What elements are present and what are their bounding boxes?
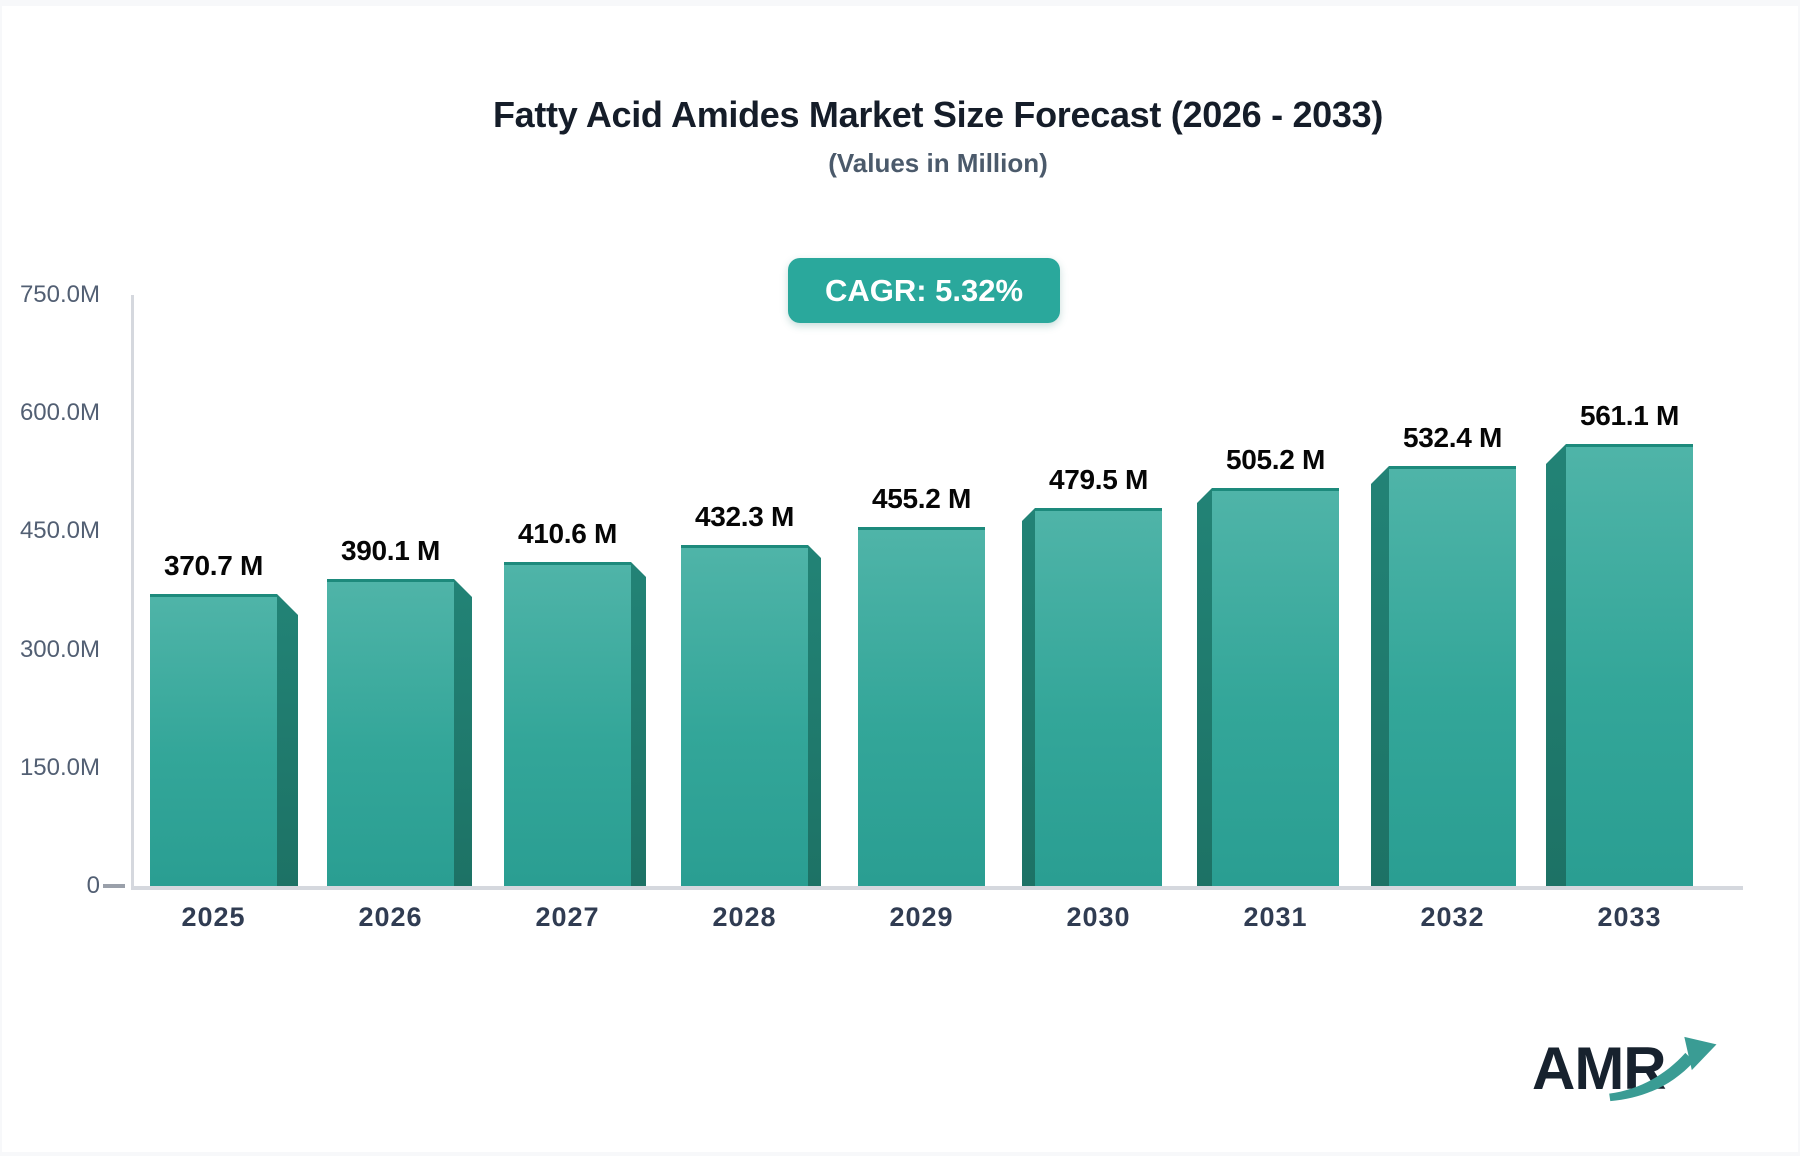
x-axis-category-label: 2032 [1420, 902, 1485, 932]
bar-side-face [808, 545, 821, 886]
bar-value-label: 390.1 M [340, 535, 441, 566]
x-axis-category-label: 2025 [181, 902, 246, 932]
y-axis-tick-label: 600.0M [19, 399, 100, 426]
x-axis-category-label: 2033 [1597, 902, 1662, 932]
amr-logo: AMR [1528, 1030, 1728, 1110]
bar-side-face [1022, 508, 1035, 886]
bar-2029 [858, 527, 985, 886]
bar-value-label: 479.5 M [1048, 464, 1149, 495]
bar-2027 [504, 562, 631, 886]
x-axis-category-label: 2030 [1066, 902, 1131, 932]
bar-2032 [1389, 466, 1516, 886]
bar-2026 [327, 579, 454, 886]
bar-2031 [1212, 488, 1339, 886]
y-axis-tick-label: 750.0M [19, 281, 100, 308]
y-axis-line [131, 295, 134, 887]
bar-side-face [631, 562, 646, 886]
x-axis-category-label: 2027 [535, 902, 600, 932]
chart-title: Fatty Acid Amides Market Size Forecast (… [492, 94, 1384, 135]
bar-side-face [1371, 466, 1389, 886]
bar-value-label: 370.7 M [163, 550, 264, 581]
chart-subtitle: (Values in Million) [828, 148, 1048, 178]
x-axis-category-label: 2026 [358, 902, 423, 932]
bar-side-face [454, 579, 472, 886]
bar-value-label: 561.1 M [1579, 400, 1680, 431]
bar-side-face [277, 594, 298, 886]
bar-2033 [1566, 444, 1693, 886]
cagr-badge: CAGR: 5.32% [788, 258, 1060, 323]
y-axis-tick-label: 450.0M [19, 517, 100, 544]
bar-value-label: 532.4 M [1402, 422, 1503, 453]
bar-2030 [1035, 508, 1162, 886]
bar-value-label: 410.6 M [517, 518, 618, 549]
bar-side-face [1546, 444, 1566, 886]
bar-value-label: 455.2 M [871, 483, 972, 514]
bar-value-label: 505.2 M [1225, 444, 1326, 475]
y-axis-tick-label: 0 [86, 872, 100, 899]
bar-2028 [681, 545, 808, 886]
bar-value-label: 432.3 M [694, 501, 795, 532]
bar-2025 [150, 594, 277, 886]
y-axis-tick-label: 300.0M [19, 636, 100, 663]
x-axis-category-label: 2028 [712, 902, 777, 932]
zero-tick-mark [103, 884, 125, 888]
bar-side-face [1197, 488, 1212, 886]
x-axis-category-label: 2031 [1243, 902, 1308, 932]
growth-arrow-icon [1609, 1036, 1717, 1102]
x-axis-category-label: 2029 [889, 902, 954, 932]
x-axis-line [131, 886, 1743, 890]
y-axis-tick-label: 150.0M [19, 754, 100, 781]
